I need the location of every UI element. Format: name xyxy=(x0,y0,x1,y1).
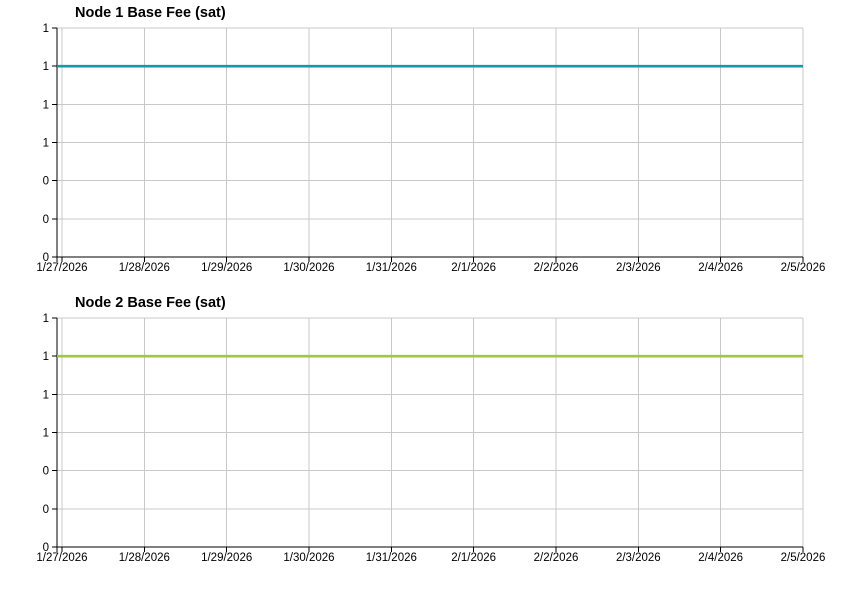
x-tick-label: 2/3/2026 xyxy=(616,552,661,564)
x-tick-label: 2/5/2026 xyxy=(781,262,826,274)
x-tick-label: 1/29/2026 xyxy=(201,262,252,274)
y-tick-label: 1 xyxy=(43,138,49,150)
x-tick-label: 1/27/2026 xyxy=(36,262,87,274)
x-tick-label: 1/31/2026 xyxy=(366,262,417,274)
x-tick-label: 1/28/2026 xyxy=(119,552,170,564)
y-tick-label: 0 xyxy=(43,466,49,478)
y-tick-label: 0 xyxy=(43,504,49,516)
y-tick-label: 0 xyxy=(43,214,49,226)
x-tick-label: 2/1/2026 xyxy=(451,552,496,564)
x-tick-label: 1/31/2026 xyxy=(366,552,417,564)
node2-chart-title: Node 2 Base Fee (sat) xyxy=(75,295,226,311)
x-tick-label: 2/5/2026 xyxy=(781,552,826,564)
x-tick-label: 2/4/2026 xyxy=(698,262,743,274)
x-tick-label: 1/28/2026 xyxy=(119,262,170,274)
y-tick-label: 1 xyxy=(43,428,49,440)
node2-base-fee-chart: Node 2 Base Fee (sat) 1 1 1 1 0 0 0 1/27/2026 1/… xyxy=(0,290,860,580)
x-tick-label: 1/29/2026 xyxy=(201,552,252,564)
y-tick-label: 1 xyxy=(43,313,49,325)
y-tick-label: 0 xyxy=(43,542,49,554)
x-tick-label: 2/2/2026 xyxy=(534,552,579,564)
y-tick-label: 1 xyxy=(43,23,49,35)
node1-base-fee-chart: Node 1 Base Fee (sat) 1 1 1 1 0 0 0 1/27/2026 1/… xyxy=(0,0,860,290)
node1-chart-title: Node 1 Base Fee (sat) xyxy=(75,5,226,21)
x-tick-label: 2/4/2026 xyxy=(698,552,743,564)
x-tick-label: 1/27/2026 xyxy=(36,552,87,564)
x-tick-label: 1/30/2026 xyxy=(283,262,334,274)
y-tick-label: 0 xyxy=(43,176,49,188)
x-tick-label: 2/1/2026 xyxy=(451,262,496,274)
y-tick-label: 1 xyxy=(43,389,49,401)
x-tick-label: 2/2/2026 xyxy=(534,262,579,274)
x-tick-label: 1/30/2026 xyxy=(283,552,334,564)
x-tick-label: 2/3/2026 xyxy=(616,262,661,274)
y-tick-label: 1 xyxy=(43,99,49,111)
y-tick-label: 1 xyxy=(43,351,49,363)
y-tick-label: 1 xyxy=(43,61,49,73)
y-tick-label: 0 xyxy=(43,252,49,264)
